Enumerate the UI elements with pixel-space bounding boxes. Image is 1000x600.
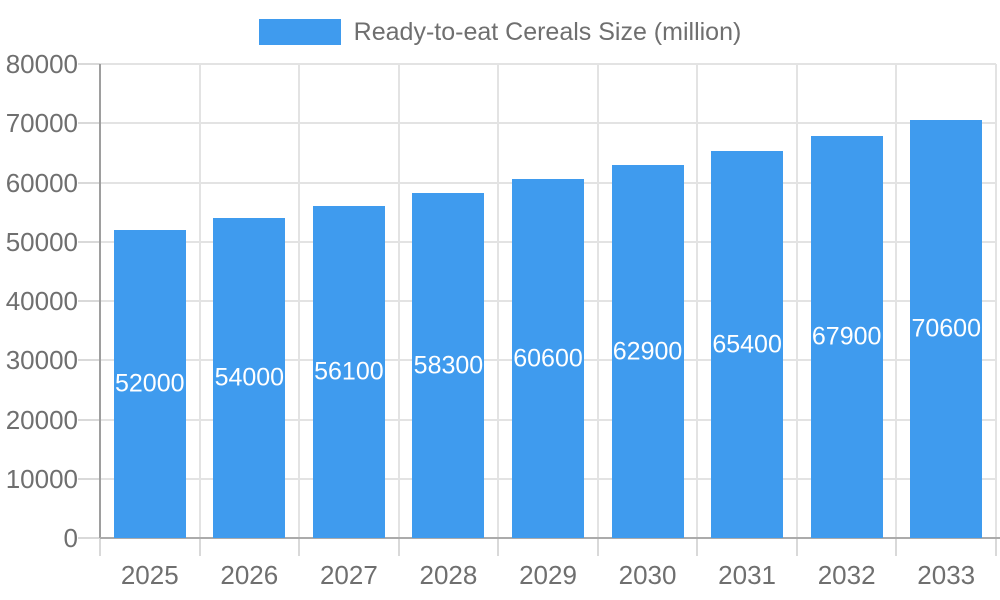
y-axis-tick-label: 80000 [5,49,78,79]
y-axis-tick-label: 40000 [5,286,78,316]
bar-value-label: 65400 [712,330,782,358]
bar-value-label: 70600 [911,314,981,343]
gridline-x-boundary-8 [895,64,898,538]
bar-value-label: 60600 [513,344,583,372]
x-axis-tick [198,538,201,556]
x-axis-tick [995,538,997,556]
gridline-y-70000 [100,122,996,125]
y-axis-tick-label: 50000 [5,226,78,257]
bar-value-label: 54000 [214,363,285,392]
y-axis-tick-label: 10000 [5,463,78,494]
gridline-x-boundary-5 [596,64,599,538]
x-axis-tick [895,538,898,556]
bar-2031: 65400 [711,151,784,538]
bar-2030: 62900 [611,165,684,538]
gridline-y-80000 [100,63,996,65]
bar-value-label: 56100 [314,357,384,386]
x-axis-tick [795,538,798,556]
x-axis-tick-label: 2031 [718,560,777,590]
x-axis-tick [298,538,301,556]
bar-value-label: 58300 [413,351,484,379]
bar-2032: 67900 [810,136,883,538]
y-axis-tick-label: 30000 [5,345,78,376]
y-axis-line [99,64,101,538]
x-axis-tick [596,538,599,556]
y-axis-tick [78,240,100,243]
bar-value-label: 67900 [811,322,882,351]
x-axis-tick [497,538,500,556]
x-axis-tick-label: 2025 [120,560,179,590]
gridline-x-boundary-2 [298,64,301,538]
y-axis-tick-label: 60000 [5,167,78,198]
bar-2027: 56100 [312,206,385,538]
bar-2033: 70600 [910,120,983,538]
y-axis-tick [78,537,100,539]
x-axis-tick-label: 2030 [618,560,677,590]
gridline-x-boundary-4 [497,64,500,538]
bar-2028: 58300 [412,193,485,538]
gridline-x-boundary-7 [795,64,798,538]
x-axis-tick-label: 2027 [319,560,378,590]
bar-value-label: 62900 [612,337,683,365]
gridline-x-boundary-1 [198,64,201,538]
bar-2025: 52000 [113,230,186,538]
legend-swatch [258,19,341,45]
x-axis-tick-label: 2026 [220,560,279,590]
y-axis-tick-label: 70000 [5,108,78,139]
y-axis-tick [78,63,100,65]
y-axis-tick-label: 20000 [5,404,78,435]
x-axis-tick [99,538,101,556]
legend-label: Ready-to-eat Cereals Size (million) [353,17,742,46]
x-axis-tick-label: 2029 [519,560,577,590]
x-axis-tick-label: 2032 [817,560,876,590]
y-axis-tick-label: 0 [63,523,78,553]
y-axis-tick [78,359,100,362]
gridline-x-boundary-6 [696,64,699,538]
y-axis-tick [78,418,100,421]
legend: Ready-to-eat Cereals Size (million) [0,17,1000,47]
x-axis-baseline [100,537,1000,539]
x-axis-tick-label: 2033 [917,560,976,590]
y-axis-tick [78,477,100,480]
gridline-x-boundary-9 [995,64,997,538]
y-axis-tick [78,181,100,184]
bar-2029: 60600 [512,179,584,538]
gridline-x-boundary-3 [397,64,400,538]
y-axis-tick [78,300,100,302]
x-axis-tick [397,538,400,556]
x-axis-tick-label: 2028 [419,560,478,590]
x-axis-tick [696,538,699,556]
y-axis-tick [78,122,100,125]
bar-value-label: 52000 [115,369,185,398]
bar-2026: 54000 [213,218,286,538]
